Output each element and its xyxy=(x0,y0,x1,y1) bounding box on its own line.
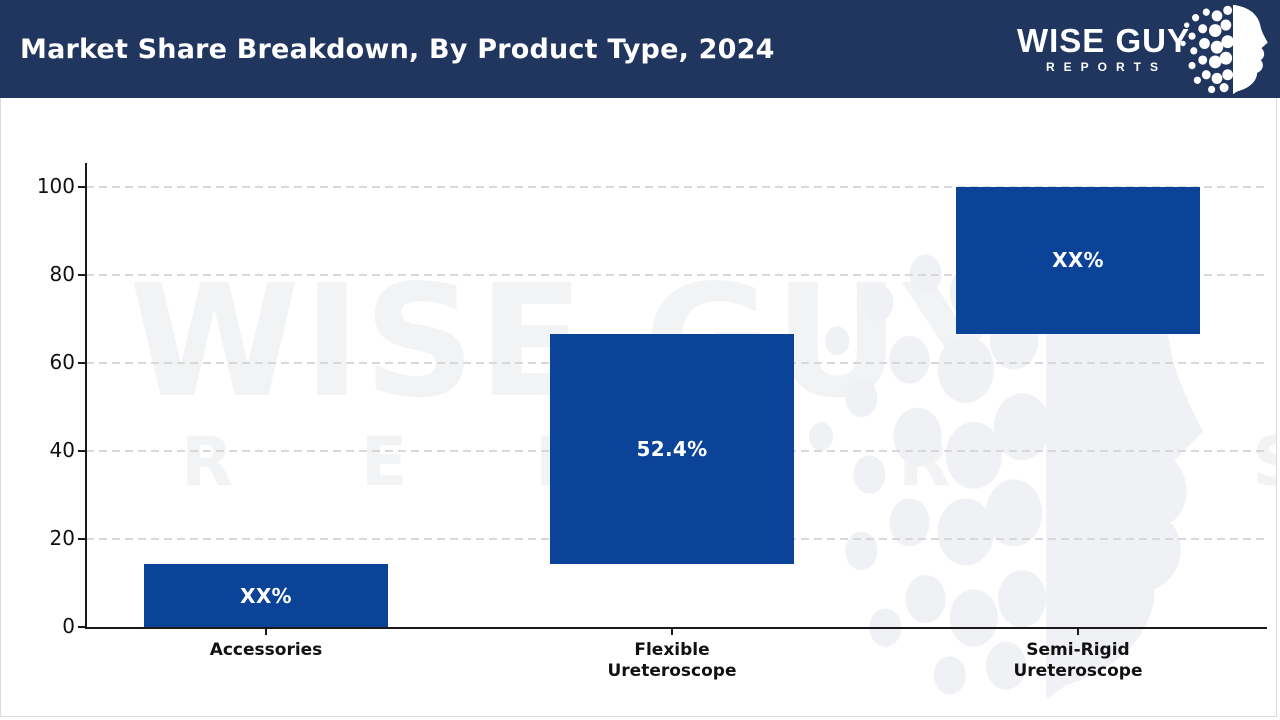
gridline xyxy=(86,274,1266,276)
y-tick-label: 20 xyxy=(49,526,75,550)
brand-logo: WISE GUY REPORTS xyxy=(1017,3,1280,95)
x-tick-mark xyxy=(1077,629,1079,635)
y-tick-mark xyxy=(78,362,86,364)
y-tick-mark xyxy=(78,450,86,452)
bar-value-label: 52.4% xyxy=(636,436,708,461)
bar: XX% xyxy=(144,564,388,627)
y-tick-label: 80 xyxy=(49,262,75,286)
y-tick-label: 60 xyxy=(49,350,75,374)
bar-value-label: XX% xyxy=(240,583,292,608)
x-tick-mark xyxy=(671,629,673,635)
x-axis-line xyxy=(85,627,1267,629)
x-tick-mark xyxy=(265,629,267,635)
x-category-label: Flexible Ureteroscope xyxy=(607,640,737,681)
watermark-face-profile-icon xyxy=(809,235,1203,700)
y-tick-label: 0 xyxy=(62,614,75,638)
page-title: Market Share Breakdown, By Product Type,… xyxy=(20,33,775,65)
x-category-label: Accessories xyxy=(209,640,323,660)
face-profile-icon xyxy=(1180,4,1268,95)
logo-wordmark: WISE GUY REPORTS xyxy=(1016,22,1190,75)
bar-value-label: XX% xyxy=(1052,248,1104,273)
logo-subtext: REPORTS xyxy=(1045,60,1167,74)
y-tick-mark xyxy=(78,186,86,188)
y-tick-mark xyxy=(78,626,86,628)
header-band: Market Share Breakdown, By Product Type,… xyxy=(0,0,1280,98)
y-tick-label: 40 xyxy=(49,438,75,462)
logo-word: WISE GUY xyxy=(1016,22,1190,59)
gridline xyxy=(86,186,1266,188)
chart-card: WISE GUY R E P O R T S 020406080100XX%52… xyxy=(0,98,1277,717)
y-tick-mark xyxy=(78,274,86,276)
y-tick-label: 100 xyxy=(36,174,75,198)
bar: 52.4% xyxy=(550,333,794,565)
bar: XX% xyxy=(956,187,1200,334)
x-category-label: Semi-Rigid Ureteroscope xyxy=(1013,640,1143,681)
y-tick-mark xyxy=(78,538,86,540)
y-axis-line xyxy=(85,163,87,629)
